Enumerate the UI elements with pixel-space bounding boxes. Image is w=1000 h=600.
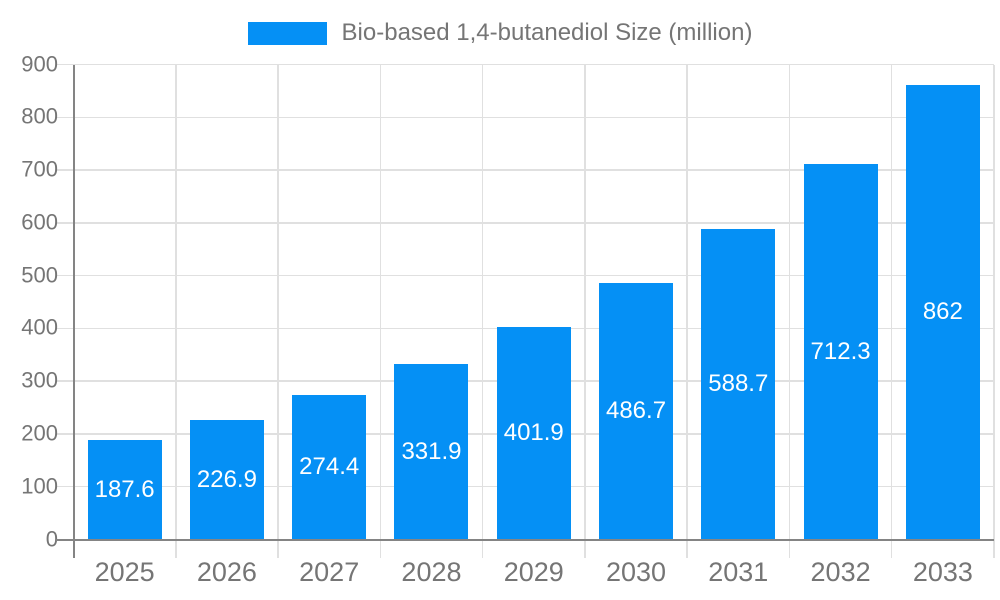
- y-axis-tick-label-500: 500: [21, 262, 58, 288]
- gridline-y-700: [55, 169, 994, 171]
- bar-2028[interactable]: [394, 364, 469, 540]
- x-axis-tick-label-2032: 2032: [810, 557, 871, 587]
- y-axis-tick-label-700: 700: [21, 156, 58, 182]
- y-axis-tick-label-600: 600: [21, 209, 58, 235]
- bar-value-label-2028: 331.9: [401, 437, 462, 465]
- x-axis-tick-label-2028: 2028: [401, 557, 462, 587]
- x-axis-line: [55, 538, 994, 541]
- legend-label: Bio-based 1,4-butanediol Size (million): [341, 19, 753, 46]
- bar-2026[interactable]: [189, 419, 264, 540]
- bar-2027[interactable]: [292, 394, 367, 540]
- gridline-x-8: [890, 64, 893, 558]
- x-axis-tick-label-2033: 2033: [912, 557, 973, 587]
- gridline-x-2: [277, 64, 279, 558]
- gridline-x-7: [788, 64, 791, 558]
- bar-2029[interactable]: [496, 327, 571, 540]
- y-axis-tick-label-400: 400: [21, 314, 58, 340]
- y-axis-tick-label-0: 0: [45, 526, 58, 552]
- x-axis-tick-label-2030: 2030: [605, 557, 667, 587]
- gridline-y-600: [55, 222, 994, 224]
- y-axis-tick-label-200: 200: [21, 420, 58, 446]
- gridline-x-1: [175, 64, 177, 558]
- y-axis-tick-label-800: 800: [21, 103, 58, 129]
- bar-value-label-2033: 862: [922, 298, 963, 326]
- y-axis-tick-label-900: 900: [21, 51, 58, 77]
- bar-2033[interactable]: [905, 84, 980, 540]
- gridline-x-9: [993, 64, 995, 558]
- gridline-x-4: [481, 64, 484, 558]
- x-axis-tick-label-2027: 2027: [299, 557, 360, 587]
- bar-value-label-2030: 486.7: [605, 397, 667, 425]
- legend[interactable]: Bio-based 1,4-butanediol Size (million): [0, 20, 1000, 46]
- y-axis-line: [72, 64, 75, 558]
- gridline-x-6: [686, 64, 688, 558]
- gridline-y-900: [55, 63, 994, 66]
- bar-2032[interactable]: [803, 163, 878, 540]
- x-axis-tick-label-2029: 2029: [503, 557, 564, 587]
- gridline-x-3: [379, 64, 382, 558]
- bar-value-label-2029: 401.9: [503, 419, 564, 447]
- x-axis-tick-label-2026: 2026: [196, 557, 257, 587]
- bar-2031[interactable]: [701, 228, 776, 540]
- gridline-y-500: [55, 274, 994, 277]
- y-axis-tick-label-100: 100: [21, 473, 58, 499]
- x-axis-tick-label-2025: 2025: [94, 557, 155, 587]
- bar-2030[interactable]: [599, 282, 674, 540]
- bar-value-label-2026: 226.9: [196, 465, 257, 493]
- bar-value-label-2032: 712.3: [810, 337, 871, 365]
- bar-value-label-2027: 274.4: [299, 453, 360, 481]
- gridline-x-5: [584, 64, 586, 558]
- legend-swatch: [247, 21, 327, 45]
- x-axis-tick-label-2031: 2031: [708, 557, 769, 587]
- bar-2025[interactable]: [87, 440, 162, 540]
- bar-value-label-2031: 588.7: [708, 370, 769, 398]
- y-axis-tick-label-300: 300: [21, 367, 58, 393]
- gridline-y-800: [55, 116, 994, 119]
- bar-value-label-2025: 187.6: [94, 475, 155, 503]
